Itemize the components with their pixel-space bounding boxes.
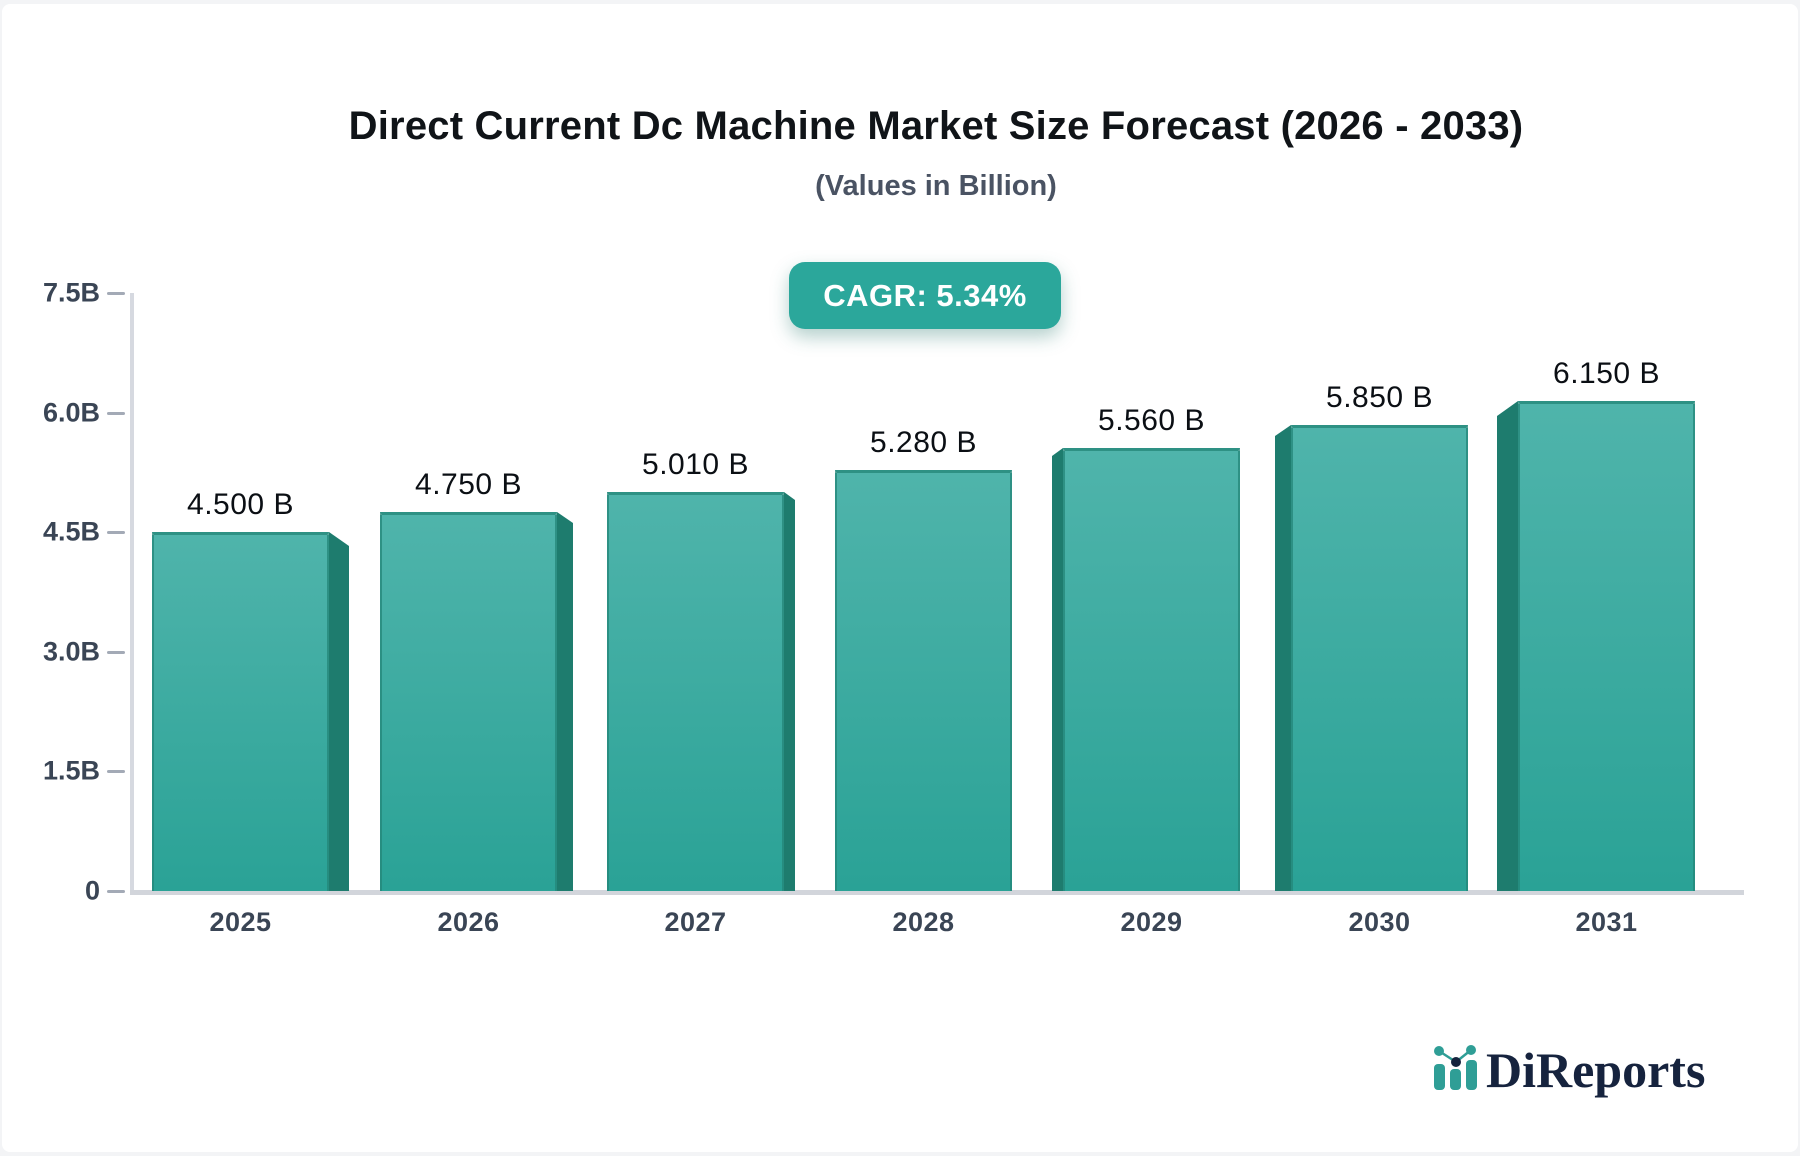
y-tick-label-7.5B: 7.5B xyxy=(42,277,100,308)
y-tick-label-6.0B: 6.0B xyxy=(42,397,100,428)
x-axis-label-2030: 2030 xyxy=(1348,907,1411,937)
brand-watermark: DiReports xyxy=(1432,1042,1705,1100)
x-axis-label-2029: 2029 xyxy=(1120,907,1183,937)
chart-card: Direct Current Dc Machine Market Size Fo… xyxy=(2,4,1798,1152)
bar-value-label-2027: 5.010 B xyxy=(642,448,749,481)
bar-side-2027 xyxy=(784,492,795,891)
bar-2026 xyxy=(380,512,557,891)
x-axis-label-2031: 2031 xyxy=(1575,907,1638,937)
bar-side-2025 xyxy=(329,532,349,891)
y-tick-mark xyxy=(107,650,125,654)
bar-2031 xyxy=(1518,401,1695,891)
bar-2027 xyxy=(607,492,784,891)
bar-2028 xyxy=(835,470,1012,891)
y-axis-line xyxy=(130,293,134,893)
bar-value-label-2029: 5.560 B xyxy=(1098,404,1205,437)
chart-title: Direct Current Dc Machine Market Size Fo… xyxy=(348,104,1524,148)
y-tick-label-3.0B: 3.0B xyxy=(42,636,100,667)
y-tick-mark xyxy=(107,770,125,774)
bar-2025 xyxy=(152,532,329,891)
x-axis-label-2026: 2026 xyxy=(437,907,500,937)
bar-2029 xyxy=(1063,448,1240,891)
bar-side-2030 xyxy=(1275,425,1291,891)
bar-value-label-2028: 5.280 B xyxy=(870,426,977,459)
y-tick-mark xyxy=(107,292,125,295)
y-tick-label-0: 0 xyxy=(84,875,100,906)
brand-name: DiReports xyxy=(1486,1042,1706,1098)
bar-2030 xyxy=(1291,425,1468,891)
bar-side-2031 xyxy=(1497,401,1518,891)
bar-side-2029 xyxy=(1052,448,1063,891)
bar-chart-trend-icon xyxy=(1434,1045,1477,1090)
x-axis-label-2027: 2027 xyxy=(664,907,727,937)
bar-value-label-2026: 4.750 B xyxy=(415,468,522,501)
y-tick-mark xyxy=(107,531,125,535)
bar-value-label-2025: 4.500 B xyxy=(187,488,294,521)
y-tick-mark xyxy=(107,411,125,415)
bar-value-label-2030: 5.850 B xyxy=(1326,381,1433,414)
x-axis-label-2025: 2025 xyxy=(209,907,272,937)
chart-subtitle: (Values in Billion) xyxy=(815,170,1057,202)
x-axis-baseline xyxy=(130,890,1744,895)
cagr-badge-label: CAGR: 5.34% xyxy=(823,277,1027,313)
cagr-badge: CAGR: 5.34% xyxy=(789,262,1061,329)
bar-side-2026 xyxy=(557,512,573,891)
y-tick-mark xyxy=(107,890,125,893)
y-tick-label-1.5B: 1.5B xyxy=(42,755,100,786)
x-axis-label-2028: 2028 xyxy=(892,907,955,937)
bar-value-label-2031: 6.150 B xyxy=(1553,357,1660,390)
chart-area: Direct Current Dc Machine Market Size Fo… xyxy=(2,4,1798,1152)
y-tick-label-4.5B: 4.5B xyxy=(42,516,100,547)
